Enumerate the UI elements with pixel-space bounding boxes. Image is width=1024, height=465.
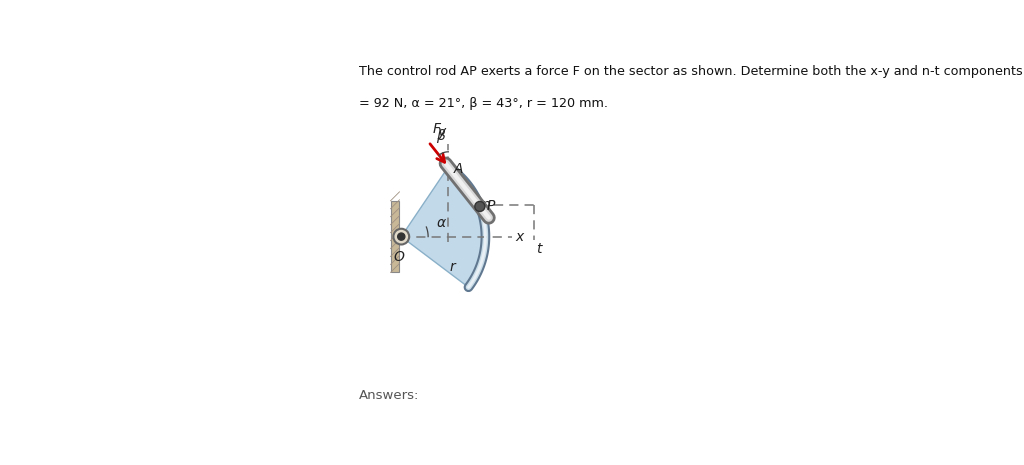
Text: The control rod AP exerts a force F on the sector as shown. Determine both the x: The control rod AP exerts a force F on t…: [359, 65, 1024, 78]
Text: $A$: $A$: [454, 162, 465, 176]
Text: $\beta$: $\beta$: [435, 127, 446, 145]
Text: $O$: $O$: [393, 250, 406, 264]
Circle shape: [393, 229, 410, 245]
Text: $r$: $r$: [450, 260, 458, 274]
Circle shape: [475, 201, 484, 212]
Text: $y$: $y$: [436, 126, 447, 141]
Text: $P$: $P$: [485, 199, 496, 213]
Text: Answers:: Answers:: [359, 389, 420, 402]
Text: $t$: $t$: [537, 242, 545, 256]
Text: $\alpha$: $\alpha$: [436, 216, 447, 230]
Polygon shape: [401, 167, 485, 287]
Text: $n$: $n$: [481, 198, 492, 212]
Text: $F$: $F$: [432, 122, 442, 136]
Text: = 92 N, α = 21°, β = 43°, r = 120 mm.: = 92 N, α = 21°, β = 43°, r = 120 mm.: [359, 97, 608, 110]
Circle shape: [397, 233, 404, 240]
Bar: [390, 201, 399, 272]
Text: $x$: $x$: [515, 230, 525, 244]
